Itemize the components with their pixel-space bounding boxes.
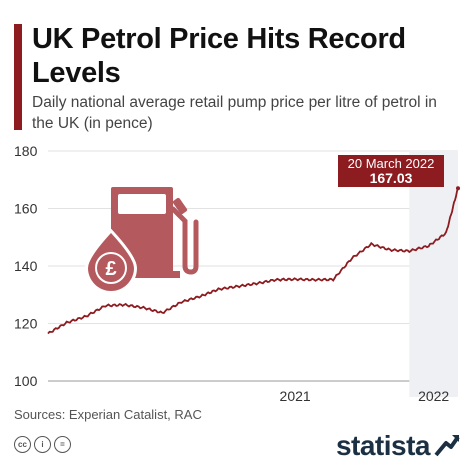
statista-logo-text: statista [335,430,431,461]
y-tick-label: 100 [14,373,38,389]
y-tick-label: 140 [14,258,38,274]
page-subtitle: Daily national average retail pump price… [32,94,437,132]
page-title: UK Petrol Price Hits Record Levels [32,23,406,89]
y-tick-label: 160 [14,201,38,217]
title-accent-bar [14,24,22,130]
pound-drop-icon: £ [84,228,138,294]
callout-date: 20 March 2022 [347,156,435,171]
y-tick-label: 180 [14,143,38,159]
cc-icon[interactable]: cc [14,436,31,453]
x-tick-label: 2021 [280,388,311,404]
y-tick-label: 120 [14,316,38,332]
callout-value: 167.03 [369,170,413,186]
source-note: Sources: Experian Catalist, RAC [14,407,202,422]
statista-logo[interactable]: statista [336,430,460,462]
series-line-petrol-price [47,188,459,335]
latest-point [456,186,460,191]
nd-icon[interactable]: = [54,436,71,453]
axis-ticks: 100 120 140 160 180 2021 2022 [14,143,449,404]
by-icon[interactable]: i [34,436,51,453]
license-icons[interactable]: cc i = [14,436,71,453]
statista-logo-icon [434,435,460,457]
x-tick-label: 2022 [418,388,449,404]
svg-text:£: £ [105,258,116,280]
highlight-band [409,151,458,397]
latest-value-callout: 20 March 2022 167.03 [338,155,444,187]
